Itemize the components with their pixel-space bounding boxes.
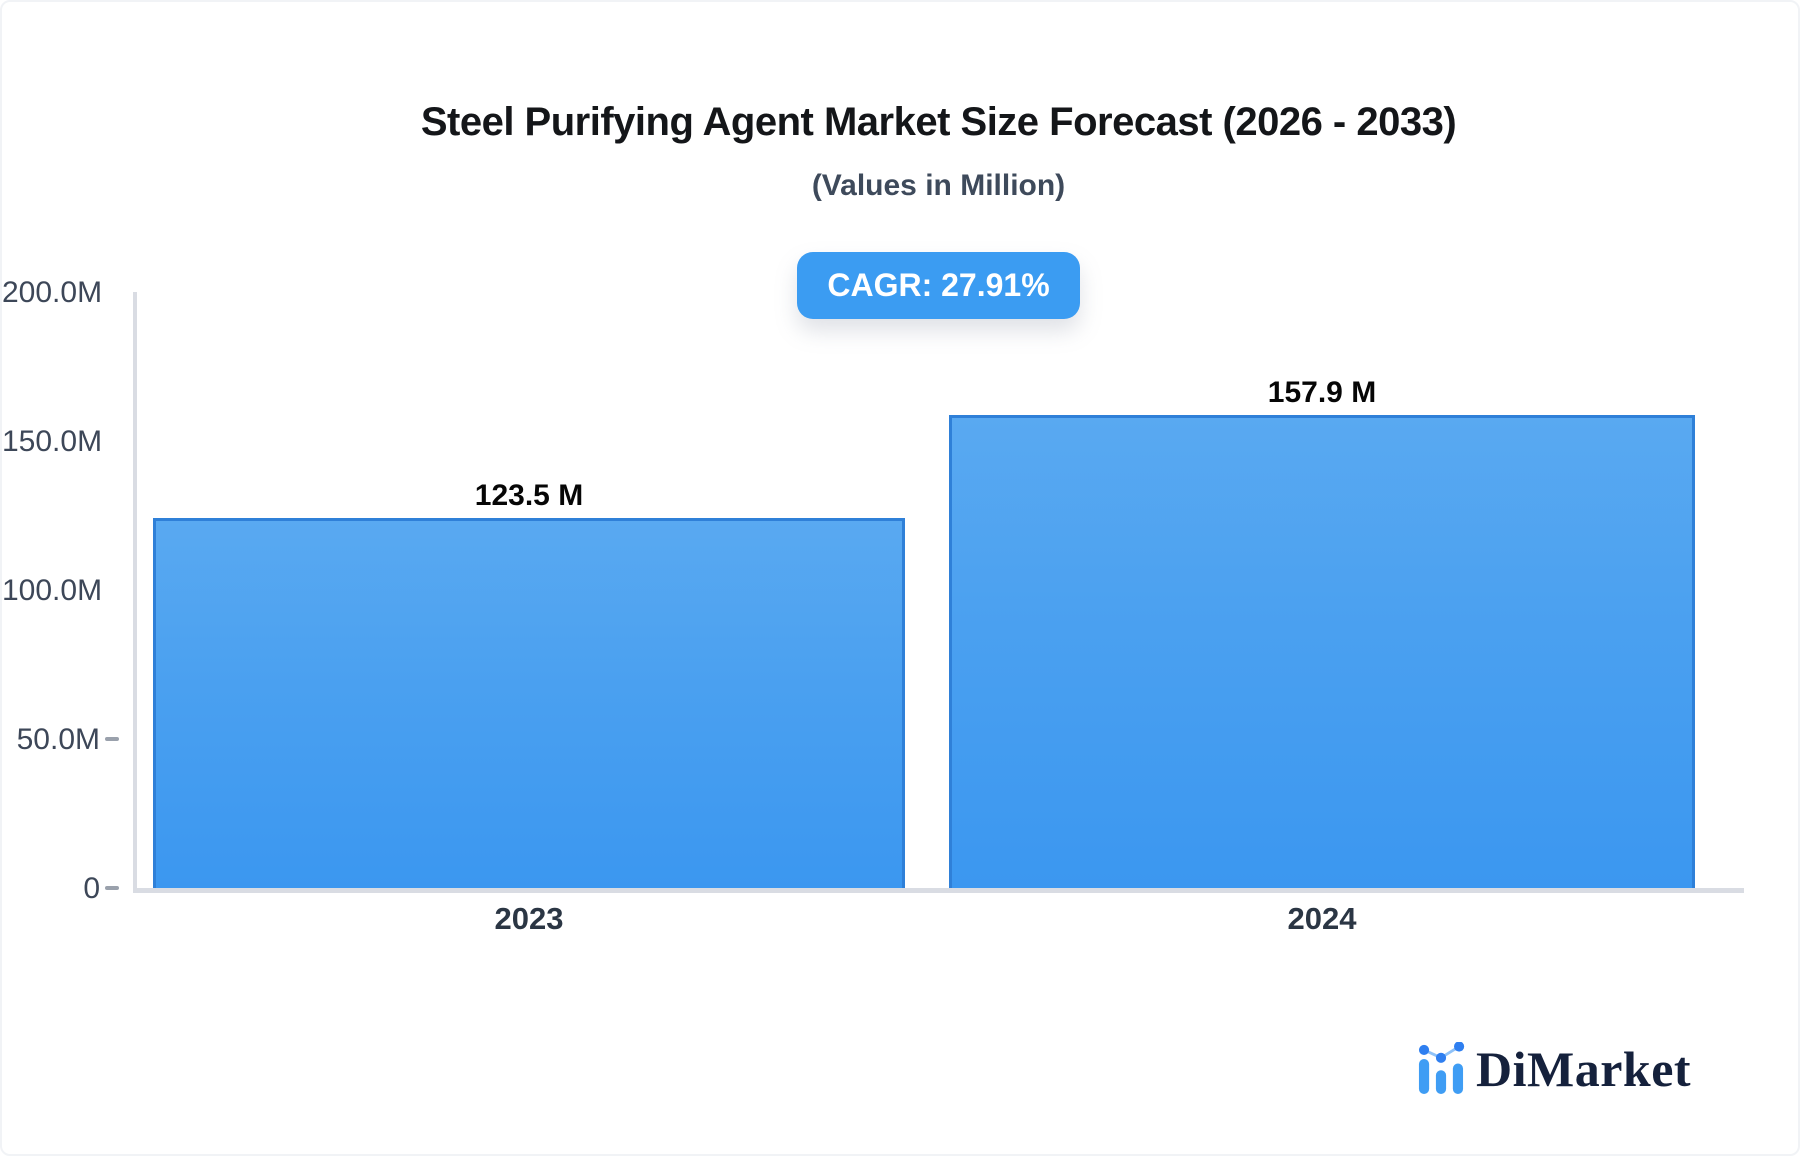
- cagr-badge: CAGR: 27.91%: [797, 252, 1080, 319]
- x-tick-label-2023: 2023: [494, 901, 564, 936]
- mini-bar-line-chart-icon: [1418, 1042, 1465, 1094]
- y-axis-line: [133, 292, 137, 892]
- chart-subtitle: (Values in Million): [811, 169, 1066, 202]
- page-title: Steel Purifying Agent Market Size Foreca…: [420, 100, 1457, 144]
- y-tick-mark-0: [105, 886, 119, 890]
- y-tick-label-150m: 150.0M: [2, 425, 103, 458]
- y-tick-mark-50m: [105, 737, 119, 741]
- dimarket-logo: DiMarket: [1416, 1042, 1691, 1094]
- cagr-badge-row: CAGR: 27.91%: [133, 252, 1744, 319]
- logo-text: DiMarket: [1476, 1041, 1692, 1097]
- y-tick-label-200m: 200.0M: [2, 276, 103, 309]
- x-tick-label-2024: 2024: [1287, 901, 1357, 936]
- bar-2024: [949, 415, 1695, 888]
- bar-2023: [153, 518, 905, 888]
- y-tick-label-0: 0: [83, 872, 100, 905]
- bar-value-label-2024: 157.9 M: [1267, 376, 1377, 409]
- y-tick-label-100m: 100.0M: [2, 574, 103, 607]
- bar-value-label-2023: 123.5 M: [474, 479, 584, 512]
- x-axis-line: [133, 888, 1744, 893]
- y-tick-label-50m: 50.0M: [16, 723, 100, 756]
